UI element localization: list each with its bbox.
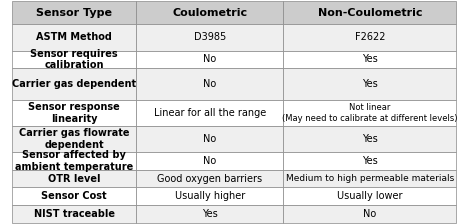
FancyBboxPatch shape bbox=[12, 152, 137, 170]
FancyBboxPatch shape bbox=[137, 205, 283, 223]
Text: Yes: Yes bbox=[362, 134, 378, 144]
FancyBboxPatch shape bbox=[12, 1, 137, 24]
Text: Yes: Yes bbox=[362, 156, 378, 166]
FancyBboxPatch shape bbox=[283, 152, 456, 170]
Text: Sensor Type: Sensor Type bbox=[36, 8, 112, 18]
FancyBboxPatch shape bbox=[12, 205, 137, 223]
FancyBboxPatch shape bbox=[283, 205, 456, 223]
FancyBboxPatch shape bbox=[283, 170, 456, 187]
FancyBboxPatch shape bbox=[283, 51, 456, 68]
FancyBboxPatch shape bbox=[137, 100, 283, 126]
Text: Carrier gas flowrate
dependent: Carrier gas flowrate dependent bbox=[19, 128, 129, 150]
FancyBboxPatch shape bbox=[137, 126, 283, 152]
Text: Usually higher: Usually higher bbox=[175, 191, 245, 201]
FancyBboxPatch shape bbox=[283, 24, 456, 51]
Text: No: No bbox=[203, 79, 217, 89]
FancyBboxPatch shape bbox=[12, 51, 137, 68]
Text: Sensor response
linearity: Sensor response linearity bbox=[28, 102, 120, 124]
Text: No: No bbox=[203, 54, 217, 64]
Text: Yes: Yes bbox=[362, 79, 378, 89]
Text: F2622: F2622 bbox=[355, 32, 385, 42]
FancyBboxPatch shape bbox=[283, 100, 456, 126]
Text: Good oxygen barriers: Good oxygen barriers bbox=[157, 174, 263, 184]
FancyBboxPatch shape bbox=[137, 51, 283, 68]
FancyBboxPatch shape bbox=[137, 68, 283, 100]
Text: No: No bbox=[203, 134, 217, 144]
Text: Usually lower: Usually lower bbox=[337, 191, 402, 201]
FancyBboxPatch shape bbox=[283, 126, 456, 152]
Text: Yes: Yes bbox=[202, 209, 218, 219]
FancyBboxPatch shape bbox=[12, 187, 137, 205]
FancyBboxPatch shape bbox=[137, 1, 283, 24]
FancyBboxPatch shape bbox=[12, 126, 137, 152]
FancyBboxPatch shape bbox=[137, 24, 283, 51]
Text: Non-Coulometric: Non-Coulometric bbox=[318, 8, 422, 18]
Text: Yes: Yes bbox=[362, 54, 378, 64]
FancyBboxPatch shape bbox=[137, 170, 283, 187]
Text: Sensor requires
calibration: Sensor requires calibration bbox=[30, 49, 118, 70]
Text: No: No bbox=[363, 209, 376, 219]
Text: ASTM Method: ASTM Method bbox=[36, 32, 112, 42]
FancyBboxPatch shape bbox=[283, 68, 456, 100]
FancyBboxPatch shape bbox=[137, 187, 283, 205]
FancyBboxPatch shape bbox=[12, 100, 137, 126]
FancyBboxPatch shape bbox=[12, 68, 137, 100]
FancyBboxPatch shape bbox=[283, 187, 456, 205]
Text: Coulometric: Coulometric bbox=[172, 8, 247, 18]
Text: Carrier gas dependent: Carrier gas dependent bbox=[12, 79, 137, 89]
FancyBboxPatch shape bbox=[12, 170, 137, 187]
Text: Sensor affected by
ambient temperature: Sensor affected by ambient temperature bbox=[15, 150, 133, 172]
FancyBboxPatch shape bbox=[137, 152, 283, 170]
Text: D3985: D3985 bbox=[194, 32, 226, 42]
Text: Medium to high permeable materials: Medium to high permeable materials bbox=[286, 174, 454, 183]
Text: Linear for all the range: Linear for all the range bbox=[154, 108, 266, 118]
FancyBboxPatch shape bbox=[12, 24, 137, 51]
Text: Sensor Cost: Sensor Cost bbox=[41, 191, 107, 201]
Text: Not linear
(May need to calibrate at different levels): Not linear (May need to calibrate at dif… bbox=[282, 103, 457, 123]
Text: No: No bbox=[203, 156, 217, 166]
Text: OTR level: OTR level bbox=[48, 174, 100, 184]
Text: NIST traceable: NIST traceable bbox=[34, 209, 115, 219]
FancyBboxPatch shape bbox=[283, 1, 456, 24]
